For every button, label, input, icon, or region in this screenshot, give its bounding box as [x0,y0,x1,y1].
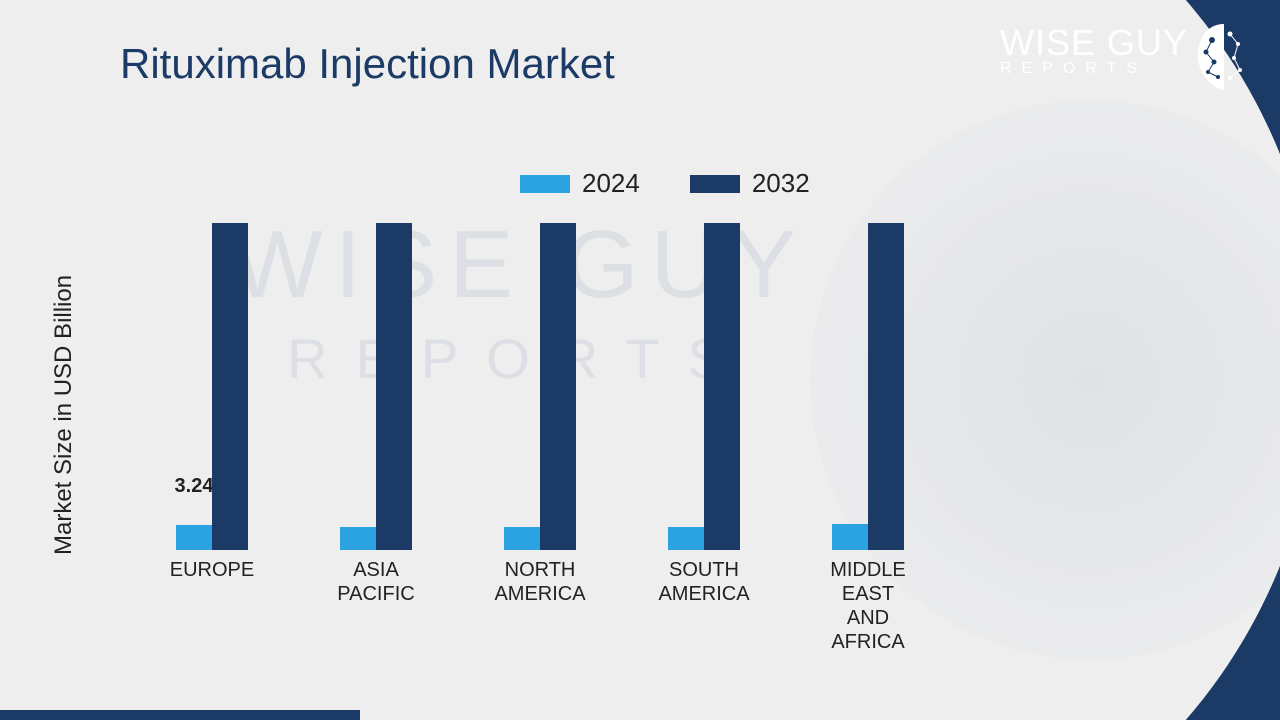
bar-2032 [540,223,576,550]
bar-pair [176,223,248,550]
bar-pair [504,223,576,550]
brand-logo-text: WISE GUY REPORTS [1000,22,1188,78]
bar-pair [668,223,740,550]
chart-area: Rituximab Injection Market Market Size i… [0,0,960,720]
brand-logo-line1: WISE GUY [1000,22,1188,64]
bar-2024 [504,527,540,550]
bar-group: SOUTHAMERICA [622,200,786,550]
bar-group: NORTHAMERICA [458,200,622,550]
bar-2032 [868,223,904,550]
brand-logo: WISE GUY REPORTS [1000,22,1254,92]
legend: 2024 2032 [520,168,810,199]
legend-swatch-2032 [690,175,740,193]
bar-2032 [704,223,740,550]
legend-swatch-2024 [520,175,570,193]
bar-group: MIDDLEEASTANDAFRICA [786,200,950,550]
brand-logo-head-icon [1194,22,1254,92]
plot-area: 3.24EUROPEASIAPACIFICNORTHAMERICASOUTHAM… [130,200,950,550]
bar-pair [832,223,904,550]
y-axis-label: Market Size in USD Billion [50,275,78,555]
bar-pair [340,223,412,550]
legend-label: 2032 [752,168,810,199]
bar-group: ASIAPACIFIC [294,200,458,550]
legend-item: 2032 [690,168,810,199]
x-axis-category-label: EUROPE [137,558,287,582]
bar-2024 [340,527,376,550]
x-axis-category-label: MIDDLEEASTANDAFRICA [793,558,943,654]
bottom-accent-bar [0,710,360,720]
bar-groups: 3.24EUROPEASIAPACIFICNORTHAMERICASOUTHAM… [130,200,950,550]
chart-title: Rituximab Injection Market [120,40,615,88]
legend-label: 2024 [582,168,640,199]
bar-2024 [668,527,704,550]
x-axis-category-label: ASIAPACIFIC [301,558,451,606]
bar-2024 [832,524,868,550]
bar-2024 [176,525,212,550]
canvas: WISE GUY REPORTS WISE GUY REPORTS [0,0,1280,720]
bar-2032 [376,223,412,550]
bar-group: 3.24EUROPE [130,200,294,550]
x-axis-category-label: SOUTHAMERICA [629,558,779,606]
bar-2032 [212,223,248,550]
x-axis-category-label: NORTHAMERICA [465,558,615,606]
legend-item: 2024 [520,168,640,199]
